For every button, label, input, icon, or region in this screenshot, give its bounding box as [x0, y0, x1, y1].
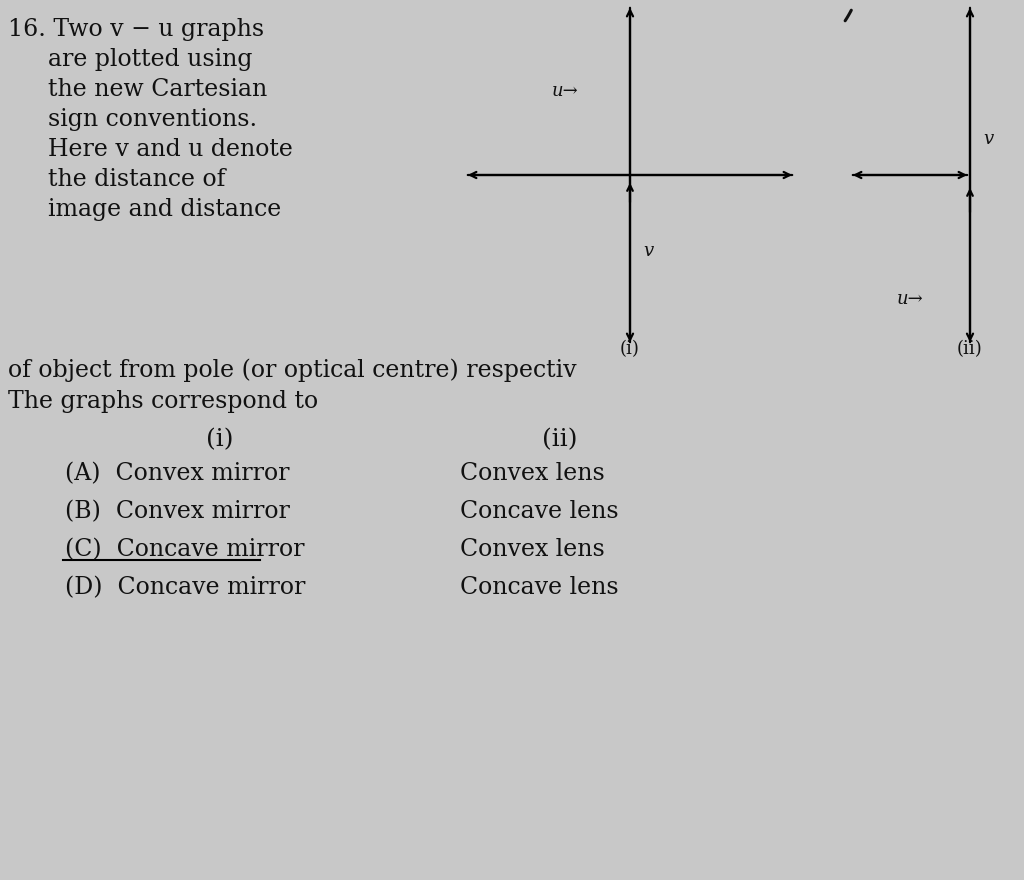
- Text: the distance of: the distance of: [48, 168, 225, 191]
- Text: v: v: [643, 242, 653, 260]
- Text: Concave lens: Concave lens: [460, 500, 618, 523]
- Text: Concave lens: Concave lens: [460, 576, 618, 599]
- Text: 16. Two v − u graphs: 16. Two v − u graphs: [8, 18, 264, 41]
- Text: (ii): (ii): [543, 428, 578, 451]
- Text: (ii): (ii): [957, 340, 983, 358]
- Text: v: v: [983, 130, 993, 148]
- Text: of object from pole (or optical centre) respectiv: of object from pole (or optical centre) …: [8, 358, 577, 382]
- Text: (i): (i): [621, 340, 640, 358]
- Text: Convex lens: Convex lens: [460, 538, 605, 561]
- Text: are plotted using: are plotted using: [48, 48, 253, 71]
- Text: the new Cartesian: the new Cartesian: [48, 78, 267, 101]
- Text: (C)  Concave mirror: (C) Concave mirror: [65, 538, 304, 561]
- Text: Here v and u denote: Here v and u denote: [48, 138, 293, 161]
- Text: (B)  Convex mirror: (B) Convex mirror: [65, 500, 290, 523]
- Text: (A)  Convex mirror: (A) Convex mirror: [65, 462, 290, 485]
- Text: (i): (i): [206, 428, 233, 451]
- Text: u→: u→: [897, 290, 924, 308]
- Text: The graphs correspond to: The graphs correspond to: [8, 390, 318, 413]
- Text: u→: u→: [552, 82, 579, 100]
- Text: Convex lens: Convex lens: [460, 462, 605, 485]
- Text: (D)  Concave mirror: (D) Concave mirror: [65, 576, 305, 599]
- Text: sign conventions.: sign conventions.: [48, 108, 257, 131]
- Text: image and distance: image and distance: [48, 198, 282, 221]
